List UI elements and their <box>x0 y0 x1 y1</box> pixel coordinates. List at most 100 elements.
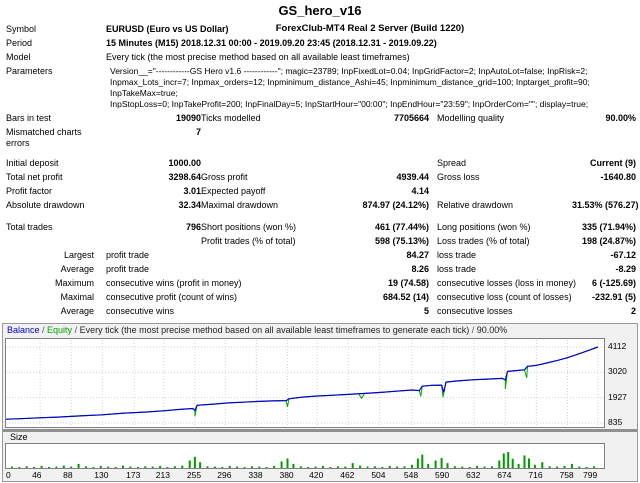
report-row: Profit factor 3.01 Expected payoff 4.14 <box>6 185 636 199</box>
size-bar <box>388 465 391 468</box>
size-bar <box>528 458 530 468</box>
report-value: 15 Minutes (M15) 2018.12.31 00:00 - 2019… <box>106 38 437 48</box>
profit-chart: Balance / Equity / Every tick (the most … <box>2 323 638 482</box>
report-row: Absolute drawdown 32.34 Maximal drawdown 87… <box>6 199 639 213</box>
size-bar <box>258 466 261 468</box>
size-bar <box>122 465 124 468</box>
size-bar <box>77 463 80 468</box>
size-bar <box>453 466 456 468</box>
model-description-label: Every tick (the most precise method base… <box>79 325 470 335</box>
size-bar <box>18 467 21 468</box>
report-row: Average profit trade 8.26 loss trade -8.29 <box>6 263 636 277</box>
legend-separator: / <box>469 325 477 335</box>
report-value: 335 (71.94%) <box>581 222 636 232</box>
size-bar <box>498 460 501 468</box>
legend-separator: / <box>39 325 48 335</box>
report-value: 19 (74.58) <box>387 278 429 288</box>
x-axis-label: 88 <box>63 470 73 480</box>
y-axis-label: 3020 <box>608 366 627 377</box>
size-bar <box>314 466 317 468</box>
size-bar <box>336 466 339 468</box>
report-label: consecutive losses (loss in money) <box>437 278 577 288</box>
report-row: Parameters Version__="------------GS Hero… <box>6 65 636 112</box>
legend-separator: / <box>72 325 80 335</box>
size-bar <box>476 465 479 468</box>
size-bar <box>48 467 50 468</box>
size-bar <box>541 462 544 468</box>
size-bar <box>440 457 443 468</box>
x-axis-label: 632 <box>466 470 481 480</box>
report-value: 32.34 <box>178 200 201 210</box>
size-bar <box>33 467 36 468</box>
size-bar <box>359 465 362 468</box>
report-label: consecutive losses <box>437 306 513 316</box>
report-value: 4939.44 <box>396 172 429 182</box>
report-row: Period 15 Minutes (M15) 2018.12.31 00:00 … <box>6 37 636 51</box>
size-bar <box>62 465 65 468</box>
report-value: 198 (24.87%) <box>581 236 636 246</box>
report-table: Symbol EURUSD (Euro vs US Dollar) Period 15… <box>6 23 639 319</box>
size-bar <box>344 466 347 468</box>
balance-line <box>6 346 599 420</box>
size-bar <box>490 466 493 468</box>
size-bar <box>416 458 419 468</box>
report-label: Parameters <box>6 66 53 76</box>
size-bar <box>381 467 384 468</box>
report-value: 19090 <box>175 113 201 123</box>
report-label: Average <box>60 264 94 274</box>
report-label: Model <box>6 52 31 62</box>
size-bar <box>40 465 43 468</box>
report-label: consecutive profit (count of wins) <box>106 292 238 302</box>
size-bar <box>373 466 376 468</box>
report-label: Gross loss <box>437 172 480 182</box>
size-bar <box>99 465 102 468</box>
size-bar <box>461 466 464 468</box>
report-row: Average consecutive wins 5 consecutive loss… <box>6 305 636 319</box>
report-label: Total net profit <box>6 172 63 182</box>
size-bar <box>322 465 324 468</box>
report-label: Short positions (won %) <box>201 222 297 232</box>
size-bar <box>351 463 354 468</box>
x-axis-label: 674 <box>497 470 512 480</box>
report-label: Expected payoff <box>201 186 266 196</box>
size-bar <box>144 466 147 468</box>
size-bar <box>228 465 231 468</box>
size-bar <box>129 466 132 468</box>
size-bar <box>159 465 162 468</box>
size-bar <box>206 466 209 468</box>
size-panel-header: Size <box>3 432 637 443</box>
report-label: loss trade <box>437 250 477 260</box>
x-axis-label: 296 <box>217 470 232 480</box>
report-label: Average <box>60 306 94 316</box>
size-bar <box>292 463 295 468</box>
report-label: Gross profit <box>201 172 248 182</box>
y-axis-label: 4112 <box>608 341 627 351</box>
report-row: Model Every tick (the most precise method… <box>6 51 636 65</box>
size-bar <box>70 466 73 468</box>
report-value: 3.01 <box>183 186 201 196</box>
report-value: 796 <box>185 222 201 232</box>
y-axis: 4112 3020 1927 835 <box>605 338 637 428</box>
report-label: consecutive wins (profit in money) <box>106 278 242 288</box>
report-label: Long positions (won %) <box>437 222 531 232</box>
size-bar <box>446 463 449 468</box>
size-bar <box>403 466 406 468</box>
x-axis-label: 716 <box>528 470 543 480</box>
x-axis-label: 420 <box>309 470 324 480</box>
report-label: Version__="------------GS Hero v1.6 ----… <box>110 66 590 109</box>
report-row: Mismatched charts errors 7 <box>6 126 636 149</box>
report-label: Every tick (the most precise method base… <box>106 52 410 62</box>
report-label: Spread <box>437 158 467 168</box>
size-bar <box>507 452 510 468</box>
report-value: -67.12 <box>610 250 636 260</box>
strategy-tester-report: GS_hero_v16 ForexClub-MT4 Real 2 Server … <box>0 3 640 482</box>
chart-divider <box>3 429 637 432</box>
report-label: loss trade <box>437 264 477 274</box>
size-bar <box>410 464 413 468</box>
report-label: Profit trades (% of total) <box>201 236 296 246</box>
report-value: 7 <box>195 127 201 137</box>
report-label: Absolute drawdown <box>6 200 85 210</box>
report-value: 90.00% <box>605 113 636 123</box>
balance-equity-chart <box>5 338 605 428</box>
size-bar <box>265 467 268 468</box>
